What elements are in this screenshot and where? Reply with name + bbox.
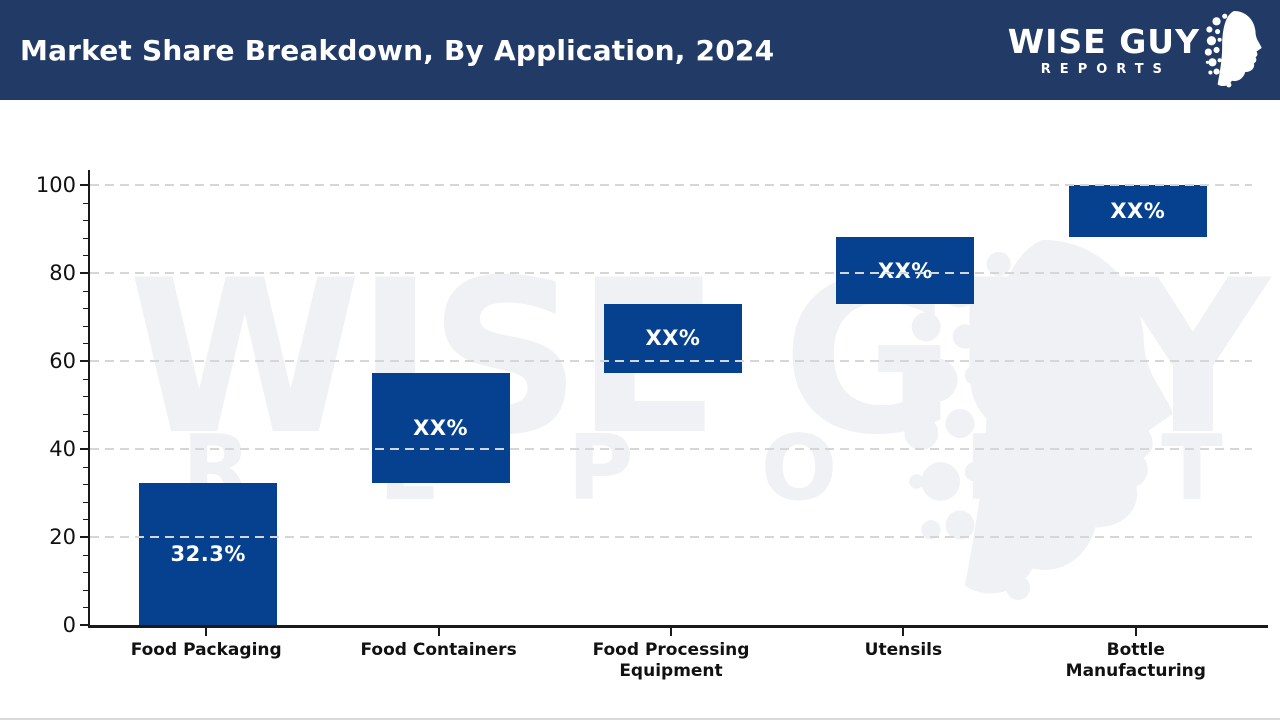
logo-wordmark-text: WISE GUY (1007, 21, 1200, 61)
y-axis-tick (80, 360, 88, 362)
y-axis-minor-tick (83, 519, 88, 521)
y-gridline (90, 448, 1252, 450)
bar-value-label: XX% (1110, 199, 1166, 224)
bottom-border-line (0, 718, 1280, 720)
waterfall-bar: XX% (604, 303, 742, 373)
y-tick-label: 0 (62, 613, 76, 637)
y-tick-label: 20 (49, 525, 76, 549)
y-axis-tick (80, 272, 88, 274)
waterfall-bar: XX% (371, 372, 510, 483)
y-axis-tick (80, 448, 88, 450)
y-axis-minor-tick (83, 220, 88, 222)
y-axis-minor-tick (83, 589, 88, 591)
y-tick-label: 60 (49, 349, 76, 373)
y-axis-minor-tick (83, 431, 88, 433)
bar-value-label: XX% (877, 258, 933, 283)
y-gridline (90, 184, 1252, 186)
x-category-label: Food Processing Equipment (592, 640, 750, 682)
y-axis-minor-tick (83, 484, 88, 486)
bar-value-label: 32.3% (170, 541, 246, 566)
waterfall-bar: XX% (836, 237, 975, 304)
x-axis-tick (902, 628, 905, 636)
header: Market Share Breakdown, By Application, … (0, 0, 1280, 100)
x-category-label: Bottle Manufacturing (1065, 640, 1206, 682)
x-axis-tick (437, 628, 440, 636)
waterfall-bar: 32.3% (139, 482, 278, 625)
y-axis-minor-tick (83, 572, 88, 574)
y-axis-tick (80, 184, 88, 186)
y-axis-minor-tick (83, 413, 88, 415)
x-axis-tick (1134, 628, 1137, 636)
y-axis-minor-tick (83, 378, 88, 380)
bar-value-label: XX% (645, 326, 701, 351)
y-tick-label: 100 (35, 173, 76, 197)
plot-area: 32.3% XX% XX% XX% XX% (88, 170, 1268, 628)
y-gridline (90, 360, 1252, 362)
y-axis-minor-tick (83, 325, 88, 327)
x-category-label: Utensils (864, 640, 943, 660)
y-axis-minor-tick (83, 466, 88, 468)
logo-head-icon (1204, 11, 1262, 88)
y-gridline (90, 272, 1252, 274)
y-tick-label: 80 (49, 261, 76, 285)
y-axis-minor-tick (83, 396, 88, 398)
y-axis-minor-tick (83, 308, 88, 310)
page-title: Market Share Breakdown, By Application, … (20, 33, 775, 67)
y-axis-minor-tick (83, 255, 88, 257)
x-category-label: Food Containers (360, 640, 517, 660)
y-axis-minor-tick (83, 202, 88, 204)
x-axis-tick (205, 628, 208, 636)
waterfall-bar: XX% (1068, 185, 1207, 238)
logo-reports-text: REPORTS (1040, 61, 1171, 77)
y-axis-minor-tick (83, 501, 88, 503)
y-axis-tick (80, 624, 88, 626)
x-axis-tick (670, 628, 672, 636)
y-axis-minor-tick (83, 290, 88, 292)
logo-wordmark: WISE GUY REPORTS (1008, 25, 1200, 76)
wiseguy-logo: WISE GUY REPORTS (1008, 9, 1266, 91)
y-tick-label: 40 (49, 437, 76, 461)
y-gridline (90, 536, 1252, 538)
y-axis-tick (80, 536, 88, 538)
y-axis-minor-tick (83, 607, 88, 609)
x-category-label: Food Packaging (130, 640, 282, 660)
y-axis-minor-tick (83, 343, 88, 345)
y-axis-minor-tick (83, 554, 88, 556)
bar-value-label: XX% (413, 415, 469, 440)
y-axis-minor-tick (83, 237, 88, 239)
